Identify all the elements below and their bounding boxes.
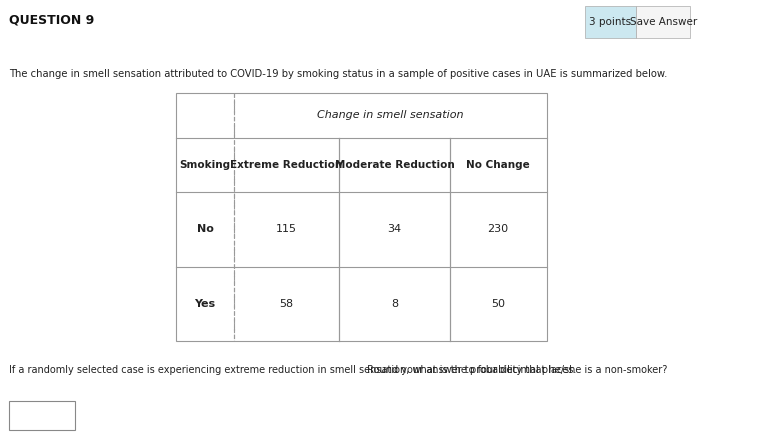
Text: No: No: [197, 225, 213, 234]
Text: If a randomly selected case is experiencing extreme reduction in smell sensation: If a randomly selected case is experienc…: [9, 365, 667, 376]
Text: Yes: Yes: [194, 299, 216, 309]
Text: QUESTION 9: QUESTION 9: [9, 13, 94, 26]
Text: 230: 230: [487, 225, 509, 234]
Text: Extreme Reduction: Extreme Reduction: [230, 160, 343, 170]
Text: 58: 58: [279, 299, 294, 309]
Text: Save Answer: Save Answer: [630, 17, 697, 27]
Text: 115: 115: [276, 225, 297, 234]
Text: No Change: No Change: [466, 160, 530, 170]
Text: Moderate Reduction: Moderate Reduction: [334, 160, 454, 170]
FancyBboxPatch shape: [177, 93, 546, 341]
Text: The change in smell sensation attributed to COVID-19 by smoking status in a samp: The change in smell sensation attributed…: [9, 69, 667, 79]
FancyBboxPatch shape: [9, 401, 75, 430]
Text: Round your answer to four decimal places.: Round your answer to four decimal places…: [364, 365, 576, 376]
FancyBboxPatch shape: [584, 6, 636, 38]
Text: Smoking: Smoking: [180, 160, 230, 170]
Text: 34: 34: [387, 225, 402, 234]
Text: Change in smell sensation: Change in smell sensation: [317, 110, 464, 120]
FancyBboxPatch shape: [636, 6, 690, 38]
Text: 8: 8: [391, 299, 398, 309]
Text: 3 points: 3 points: [589, 17, 631, 27]
Text: 50: 50: [491, 299, 505, 309]
